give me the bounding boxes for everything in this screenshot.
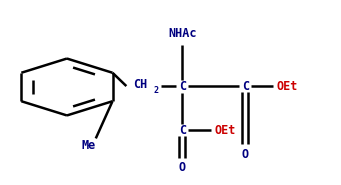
Text: CH: CH (133, 78, 147, 91)
Text: C: C (242, 80, 249, 92)
Text: NHAc: NHAc (168, 27, 197, 40)
Text: 2: 2 (154, 86, 159, 95)
Text: C: C (179, 124, 186, 137)
Text: Me: Me (82, 139, 96, 152)
Text: OEt: OEt (277, 80, 298, 92)
Text: C: C (179, 80, 186, 92)
Text: O: O (242, 147, 249, 161)
Text: O: O (179, 161, 186, 174)
Text: OEt: OEt (214, 124, 236, 137)
